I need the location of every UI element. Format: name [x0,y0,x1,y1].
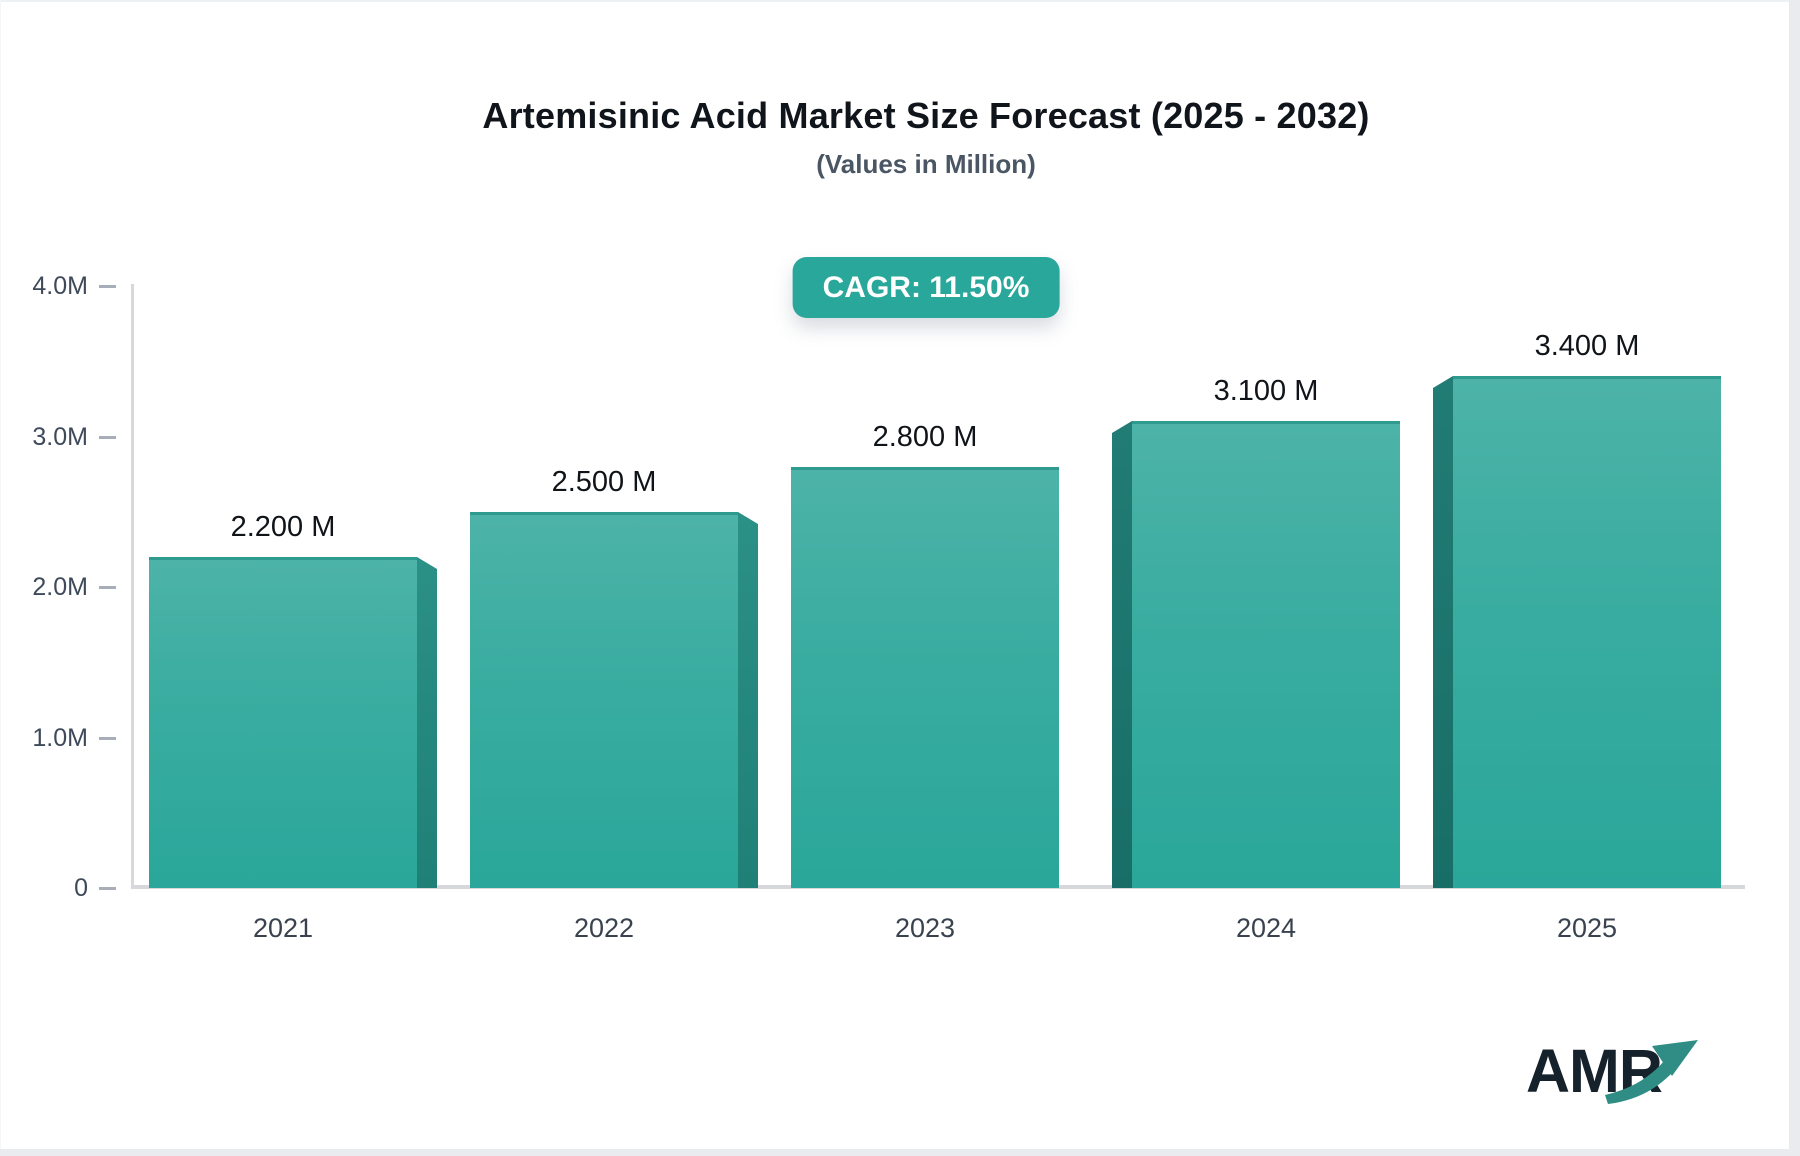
y-axis-tick-mark [99,887,116,890]
bar-value-label: 2.200 M [230,511,336,543]
x-axis-label-2025: 2025 [1556,913,1618,943]
window-edge-top [0,0,1800,2]
bar-2023: 2.800 M 2023 [791,421,1079,943]
y-axis-tick-mark [99,285,116,288]
bar-3d-flank [417,557,437,888]
bar-2022: 2.500 M 2022 [470,466,758,943]
y-axis-tick-mark [99,436,116,439]
amr-logo-graphic: AMR [1526,1037,1698,1105]
bar-face [1132,421,1400,888]
y-axis-line [131,284,134,888]
bar-face [791,467,1059,888]
bar-value-label: 3.100 M [1213,375,1319,407]
window-edge-left [0,0,1,1156]
bar-2024: 3.100 M 2024 [1112,375,1400,943]
bar-face [470,512,738,888]
bar-3d-flank [1112,421,1132,888]
bar-value-label: 2.500 M [551,466,657,498]
window-edge-right [1789,0,1800,1156]
bar-value-label: 3.400 M [1534,330,1640,362]
amr-logo-text: AMR [1526,1037,1662,1105]
cagr-badge: CAGR: 11.50% [792,257,1060,318]
window-edge-bottom [0,1149,1800,1156]
x-axis-label-2024: 2024 [1235,913,1297,943]
bar-3d-flank [1433,376,1453,888]
growth-arrow-icon [1605,1040,1698,1104]
bar-2021: 2.200 M 2021 [149,511,437,943]
bar-value-label: 2.800 M [872,421,978,453]
y-axis-tick-mark [99,586,116,589]
y-axis-tick-label: 3.0M [32,423,88,451]
y-axis-tick-label: 0 [74,874,88,902]
x-axis-label-2021: 2021 [252,913,314,943]
amr-logo: AMR [1522,1022,1732,1114]
y-axis-tick-label: 4.0M [32,272,88,300]
y-axis-tick-label: 2.0M [32,573,88,601]
bar-face [149,557,417,888]
chart-subtitle: (Values in Million) [816,149,1036,179]
y-axis-tick-mark [99,737,116,740]
bar-face [1453,376,1721,888]
x-axis-label-2023: 2023 [894,913,956,943]
x-axis-label-2022: 2022 [573,913,635,943]
chart-title: Artemisinic Acid Market Size Forecast (2… [482,95,1370,136]
bar-2025: 3.400 M 2025 [1433,330,1721,943]
bar-3d-flank [738,512,758,888]
y-axis-tick-label: 1.0M [32,724,88,752]
